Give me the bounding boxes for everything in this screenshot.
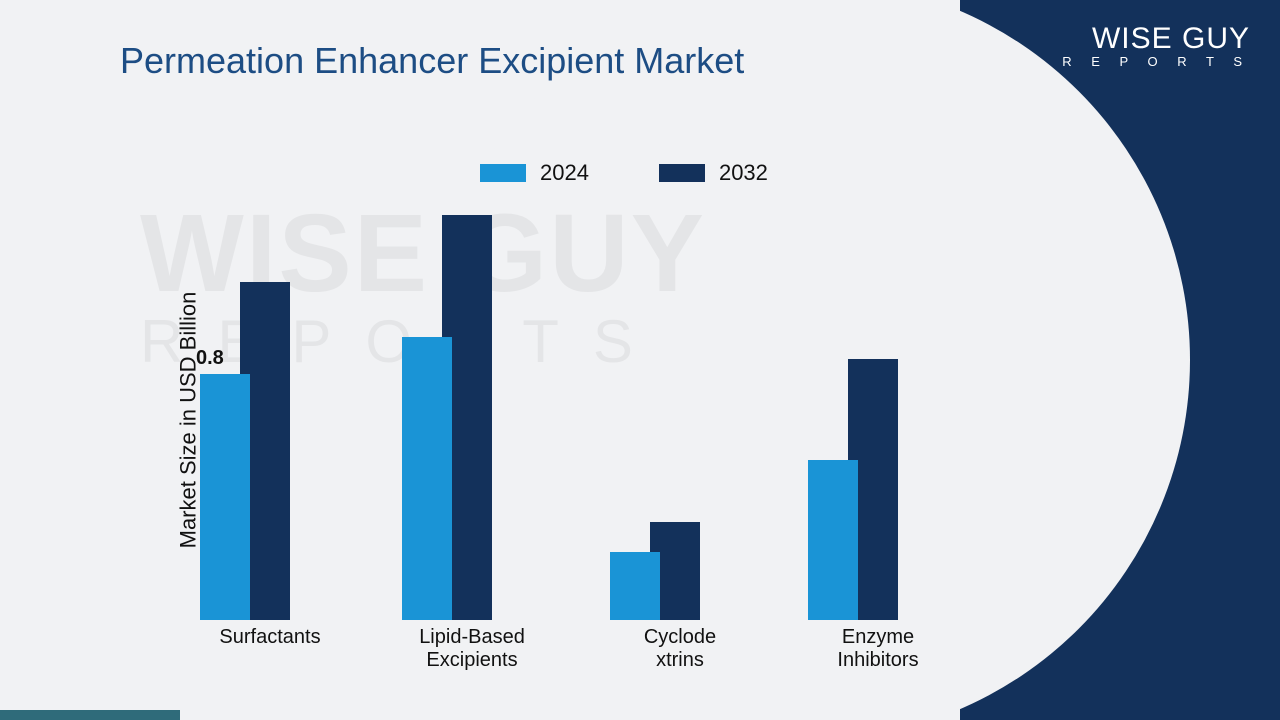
legend-item-2032: 2032 <box>659 160 768 186</box>
legend: 2024 2032 <box>480 160 768 186</box>
x-tick-label: Cyclodextrins <box>590 626 770 672</box>
legend-item-2024: 2024 <box>480 160 589 186</box>
chart-title: Permeation Enhancer Excipient Market <box>120 40 760 81</box>
accent-strip <box>0 710 180 720</box>
brand-sub: R E P O R T S <box>1062 54 1250 69</box>
bar <box>402 337 452 620</box>
brand-main: WISE GUY <box>1062 22 1250 56</box>
x-tick-label: Surfactants <box>180 626 360 649</box>
legend-swatch-2024 <box>480 164 526 182</box>
x-tick-label: Lipid-BasedExcipients <box>382 626 562 672</box>
bar <box>200 374 250 620</box>
brand-logo: WISE GUY R E P O R T S <box>1062 22 1250 69</box>
page: WISE GUY R E P O R T S Permeation Enhanc… <box>0 0 1280 720</box>
chart-region: Market Size in USD Billion 2024 2032 Sur… <box>60 160 960 680</box>
x-tick-label: EnzymeInhibitors <box>788 626 968 672</box>
legend-label-2032: 2032 <box>719 160 768 186</box>
data-label: 0.8 <box>196 347 224 370</box>
legend-swatch-2032 <box>659 164 705 182</box>
bar <box>808 460 858 620</box>
plot-area: Surfactants0.8Lipid-BasedExcipientsCyclo… <box>140 190 960 620</box>
bar <box>610 552 660 620</box>
bars-container: Surfactants0.8Lipid-BasedExcipientsCyclo… <box>140 190 960 620</box>
right-panel <box>960 0 1280 720</box>
legend-label-2024: 2024 <box>540 160 589 186</box>
